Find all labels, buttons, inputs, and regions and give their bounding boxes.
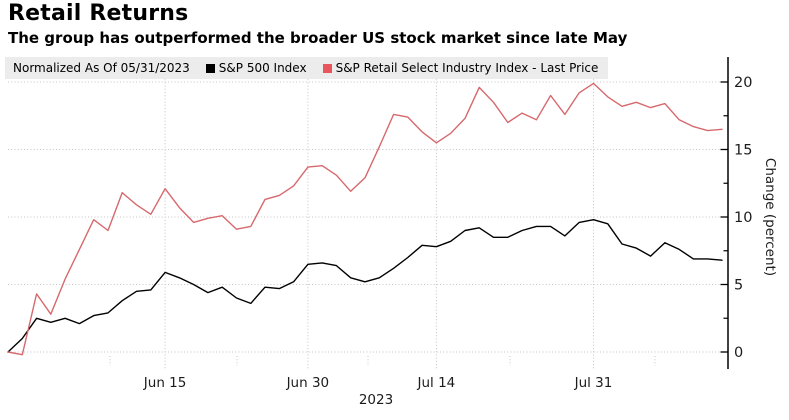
page-subtitle: The group has outperformed the broader U… [8, 29, 628, 47]
sp500-swatch-icon [205, 63, 215, 73]
legend: Normalized As Of 05/31/2023 S&P 500 Inde… [5, 57, 609, 79]
x-tick-label: Jun 30 [286, 375, 330, 391]
legend-item-sp500: S&P 500 Index [205, 61, 307, 75]
page-title: Retail Returns [8, 1, 189, 26]
legend-item-retail: S&P Retail Select Industry Index - Last … [322, 61, 599, 75]
y-tick-label: 5 [734, 278, 743, 294]
x-tick-label: Jul 14 [417, 375, 456, 391]
legend-note: Normalized As Of 05/31/2023 [13, 61, 190, 75]
y-tick-label: 10 [734, 210, 752, 226]
legend-label-retail: S&P Retail Select Industry Index - Last … [335, 61, 599, 75]
x-tick-label: Jul 31 [574, 375, 613, 391]
x-axis-year-label: 2023 [359, 392, 393, 408]
x-tick-label: Jun 15 [143, 375, 187, 391]
y-tick-label: 15 [734, 143, 752, 159]
line-retail-select-index [7, 82, 723, 356]
retail-swatch-icon [322, 63, 332, 73]
y-tick-label: 20 [734, 75, 752, 91]
line-sp500-index [7, 218, 723, 353]
legend-label-sp500: S&P 500 Index [218, 61, 307, 75]
y-axis-title: Change (percent) [762, 158, 778, 276]
y-tick-label: 0 [734, 345, 743, 361]
